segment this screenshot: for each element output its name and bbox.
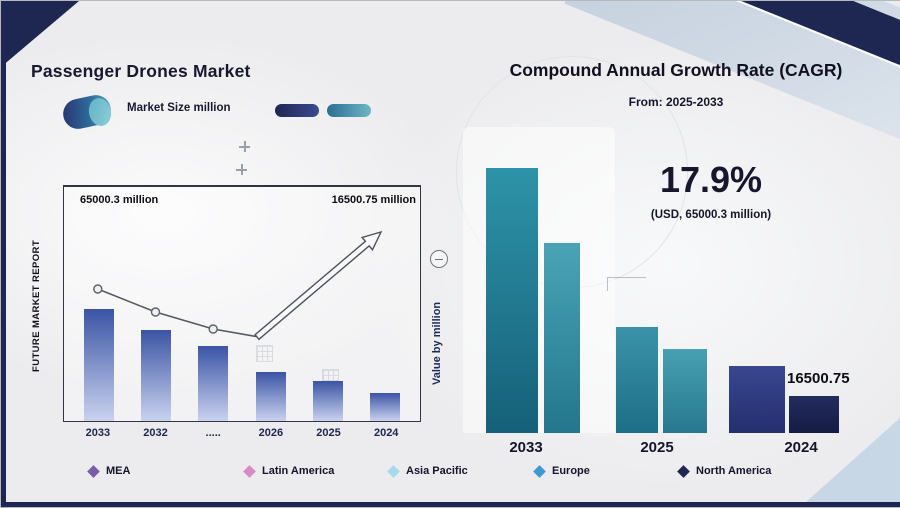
cagr-chart: 2033 2025 2024 [471,161,861,456]
legend-label: Europe [552,465,590,477]
right-chart-y-axis-label: Value by million [431,301,443,385]
bar-slot [299,187,356,421]
min-value-label: 16500.75 million [331,194,416,206]
plus-icon [236,164,247,175]
cagr-bar-2024-series-1 [729,366,785,433]
x-axis-label: 2032 [143,427,168,439]
legend-label: MEA [106,465,131,477]
cagr-bar-2033-series-2 [544,243,580,433]
step-decoration [607,277,646,291]
legend-diamond-icon [243,464,256,478]
bar-slot [357,187,414,421]
x-axis-label: ..... [205,427,221,439]
plus-icon [239,141,250,152]
page-title: Passenger Drones Market [31,61,251,81]
left-chart-y-axis-label: FUTURE MARKET REPORT [31,239,42,373]
cagr-note: (USD, 65000.3 million) [650,209,772,221]
legend-item-latin-america: Latin America [243,464,335,478]
cagr-value: 17.9% [659,159,763,200]
bar-slot [185,187,242,421]
circled-dash-icon [430,250,448,268]
cagr-bar-2033-series-1 [486,168,538,433]
legend-label: Latin America [262,465,335,477]
legend-diamond-icon [677,464,690,478]
market-size-legend-label: Market Size million [127,102,231,114]
x-axis-label: 2025 [316,427,341,439]
x-axis-label: 2026 [258,427,284,439]
frame-edge [1,1,6,507]
legend-diamond-icon [87,464,100,478]
frame-edge [1,502,900,507]
market-size-bar-2024 [370,393,401,421]
value-annotation-2024: 16500.75 [787,370,850,387]
cagr-bar-2024-series-2 [789,396,839,433]
bar-slot [70,187,127,421]
legend-diamond-icon [387,464,400,478]
bar-slot [242,187,299,421]
x-axis-label: 2033 [85,427,111,439]
pill-decoration-dark [275,104,319,117]
legend-diamond-icon [533,464,546,478]
legend-item-asia-pacific: Asia Pacific [387,464,468,478]
cagr-bar-2025-series-2 [663,349,707,433]
database-icon [60,92,115,132]
corner-decoration [1,1,79,67]
max-value-label: 65000.3 million [80,194,159,206]
cagr-period: From: 2025-2033 [628,95,724,109]
market-size-chart: 65000.3 million 16500.75 million [63,185,421,422]
cagr-title: Compound Annual Growth Rate (CAGR) [509,60,843,80]
grid-icon [256,345,273,362]
cagr-bar-2025-series-1 [616,327,658,433]
footer-legend: MEA Latin America Asia Pacific Europe North … [1,464,900,485]
market-size-bars [70,187,414,421]
pill-decoration-teal [327,104,371,117]
market-size-bar-2025 [312,381,343,421]
x-axis-label: 2024 [784,439,818,456]
legend-label: North America [696,465,772,477]
legend-item-mea: MEA [87,464,131,478]
legend-item-north-america: North America [677,464,772,478]
x-axis-label: 2024 [373,427,399,439]
x-axis-label: 2033 [509,439,543,456]
market-size-bar-2032 [140,330,171,421]
legend-item-europe: Europe [533,464,590,478]
market-size-bar-2033 [83,309,114,421]
market-size-bar-2026 [255,372,286,421]
market-size-bar-..... [198,346,229,421]
x-axis-label: 2025 [640,439,674,456]
left-chart-x-axis: 2033 2032..... 2026 2025 2024 [63,427,421,439]
legend-label: Asia Pacific [406,465,468,477]
bar-slot [127,187,184,421]
